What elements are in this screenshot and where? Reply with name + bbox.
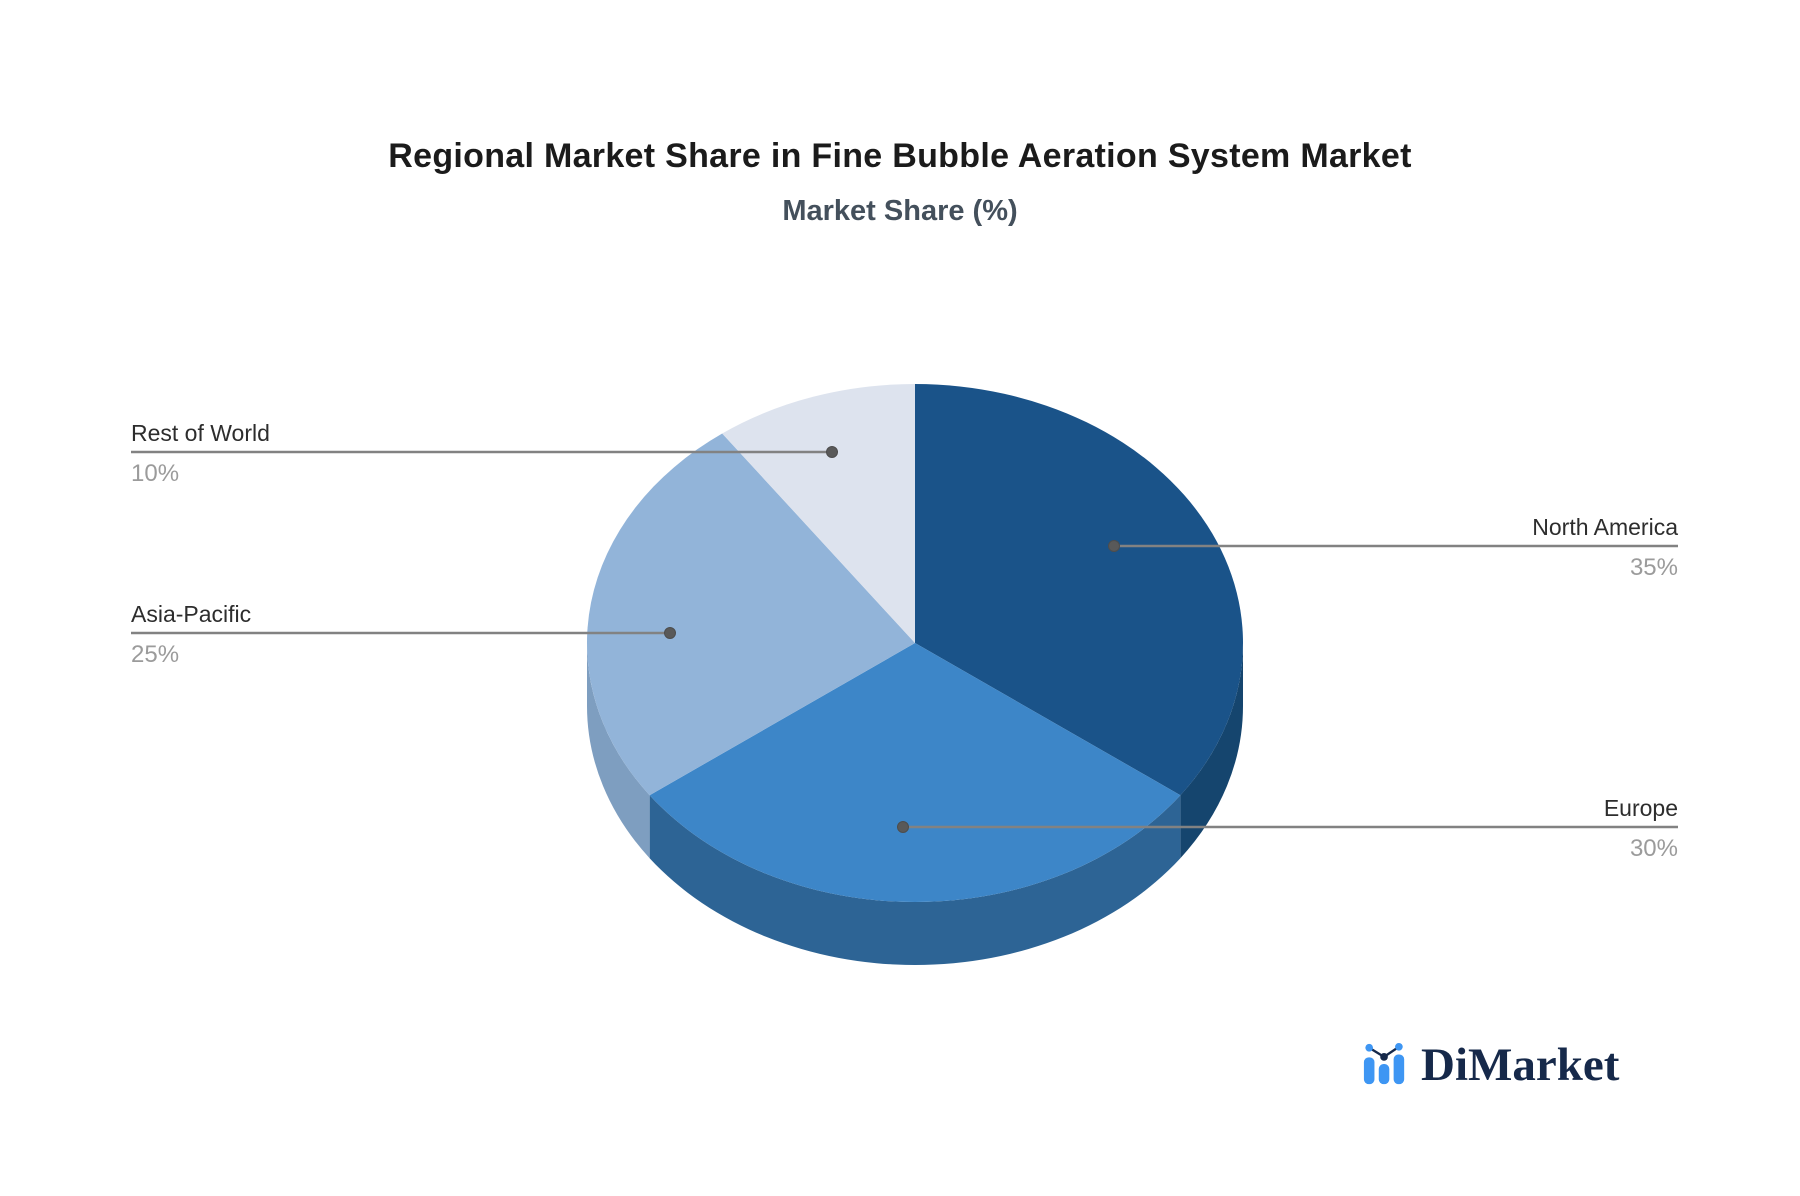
slice-value-asia-pacific: 25%: [131, 641, 179, 668]
pie-slice-north-america-side: [1180, 643, 1243, 859]
bar-chart-logo-icon: [1363, 1042, 1405, 1085]
logo-bar-right: [1393, 1054, 1405, 1085]
leader-dot-europe: [897, 821, 909, 833]
pie-slice-asia-pacific[interactable]: [587, 433, 915, 796]
slice-label-europe: Europe: [1604, 795, 1678, 821]
pie-slice-rest-of-world[interactable]: [722, 384, 915, 643]
slice-label-rest-of-world: Rest of World: [131, 420, 270, 446]
pie-slice-europe[interactable]: [649, 643, 1181, 902]
logo-dot-right: [1395, 1042, 1403, 1051]
pie-slice-asia-pacific-side: [587, 643, 650, 859]
slice-value-north-america: 35%: [1630, 554, 1678, 581]
logo-bar-left: [1363, 1057, 1375, 1085]
slice-label-north-america: North America: [1532, 514, 1678, 540]
leader-dot-rest-of-world: [826, 446, 838, 458]
chart-subtitle: Market Share (%): [782, 195, 1018, 227]
brand-logo: DiMarket: [1362, 1041, 1619, 1089]
logo-dot-left: [1365, 1043, 1374, 1052]
brand-logo-text: DiMarket: [1421, 1038, 1620, 1091]
leader-dot-asia-pacific: [664, 627, 676, 639]
chart-title: Regional Market Share in Fine Bubble Aer…: [388, 137, 1412, 175]
logo-bar-middle: [1378, 1064, 1390, 1085]
pie-slice-europe-side: [649, 795, 1181, 965]
pie-slice-north-america[interactable]: [915, 384, 1243, 796]
slice-label-asia-pacific: Asia-Pacific: [131, 601, 251, 627]
logo-dot-middle: [1380, 1053, 1388, 1061]
slice-value-europe: 30%: [1630, 835, 1678, 862]
slice-value-rest-of-world: 10%: [131, 460, 179, 487]
leader-dot-north-america: [1108, 540, 1120, 552]
